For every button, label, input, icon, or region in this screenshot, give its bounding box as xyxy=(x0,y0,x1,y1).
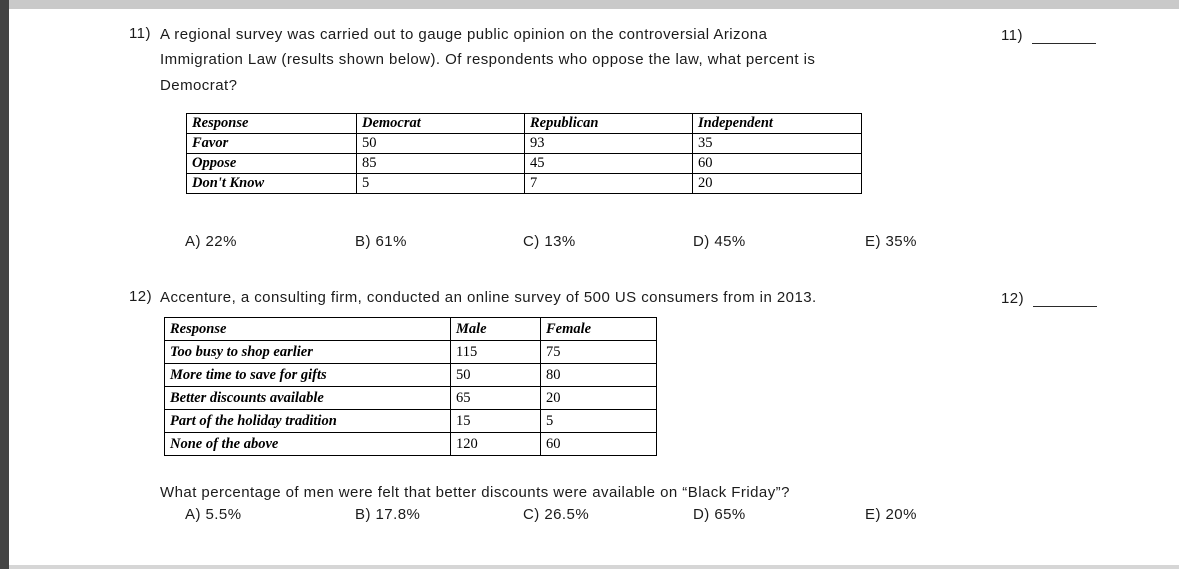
choice-11-a: A) 22% xyxy=(185,233,237,250)
question-12-table: Response Male Female Too busy to shop ea… xyxy=(164,317,657,456)
question-11-number: 11) xyxy=(129,25,151,42)
table-cell: 50 xyxy=(450,363,541,387)
question-12-followup-text: What percentage of men were felt that be… xyxy=(160,484,790,501)
table-row: Too busy to shop earlier 115 75 xyxy=(164,340,657,364)
choice-12-e: E) 20% xyxy=(865,506,917,523)
answer-blank-11 xyxy=(1031,25,1096,44)
table-cell: 20 xyxy=(692,173,862,194)
table-cell: 15 xyxy=(450,409,541,433)
question-12-text-line-1: Accenture, a consulting firm, conducted … xyxy=(160,289,817,306)
question-11-table: Response Democrat Republican Independent… xyxy=(186,113,862,194)
table-cell: 20 xyxy=(540,386,657,410)
choice-11-c: C) 13% xyxy=(523,233,576,250)
choice-11-d: D) 45% xyxy=(693,233,746,250)
choice-11-e: E) 35% xyxy=(865,233,917,250)
table-cell: 50 xyxy=(356,133,525,154)
answer-slot-11: 11) xyxy=(1001,25,1096,44)
question-11-text-line-1: A regional survey was carried out to gau… xyxy=(160,26,768,43)
table-cell: 5 xyxy=(356,173,525,194)
row-label-cell: Better discounts available xyxy=(164,386,451,410)
left-edge-strip xyxy=(0,0,9,569)
row-label-cell: Don't Know xyxy=(186,173,357,194)
table-cell: 75 xyxy=(540,340,657,364)
table-cell: 65 xyxy=(450,386,541,410)
table-cell: 120 xyxy=(450,432,541,456)
answer-slot-12: 12) xyxy=(1001,288,1098,307)
table-header-cell: Democrat xyxy=(356,113,525,134)
choice-12-c: C) 26.5% xyxy=(523,506,590,523)
table-header-cell: Response xyxy=(164,317,451,341)
row-label-cell: More time to save for gifts xyxy=(164,363,451,387)
question-11-text-line-2: Immigration Law (results shown below). O… xyxy=(160,51,816,68)
question-12-number: 12) xyxy=(129,288,153,305)
bottom-edge-bar xyxy=(0,565,1179,569)
answer-blank-12 xyxy=(1033,288,1098,307)
choice-11-b: B) 61% xyxy=(355,233,407,250)
table-header-cell: Republican xyxy=(524,113,693,134)
table-header-cell: Male xyxy=(450,317,541,341)
table-row: More time to save for gifts 50 80 xyxy=(164,363,657,387)
table-row: Response Democrat Republican Independent xyxy=(186,113,862,134)
answer-slot-11-label: 11) xyxy=(1001,27,1023,44)
table-row: Favor 50 93 35 xyxy=(186,133,862,154)
table-cell: 85 xyxy=(356,153,525,174)
table-row: Don't Know 5 7 20 xyxy=(186,173,862,194)
choice-12-a: A) 5.5% xyxy=(185,506,242,523)
answer-slot-12-label: 12) xyxy=(1001,290,1025,307)
table-cell: 60 xyxy=(692,153,862,174)
table-cell: 35 xyxy=(692,133,862,154)
table-row: Response Male Female xyxy=(164,317,657,341)
table-cell: 7 xyxy=(524,173,693,194)
choice-12-b: B) 17.8% xyxy=(355,506,421,523)
table-cell: 45 xyxy=(524,153,693,174)
table-cell: 80 xyxy=(540,363,657,387)
table-cell: 93 xyxy=(524,133,693,154)
table-cell: 115 xyxy=(450,340,541,364)
table-row: None of the above 120 60 xyxy=(164,432,657,456)
table-cell: 60 xyxy=(540,432,657,456)
choice-12-d: D) 65% xyxy=(693,506,746,523)
table-header-cell: Female xyxy=(540,317,657,341)
row-label-cell: None of the above xyxy=(164,432,451,456)
question-11-text-line-3: Democrat? xyxy=(160,77,238,94)
row-label-cell: Favor xyxy=(186,133,357,154)
table-header-cell: Response xyxy=(186,113,357,134)
row-label-cell: Part of the holiday tradition xyxy=(164,409,451,433)
row-label-cell: Oppose xyxy=(186,153,357,174)
top-edge-bar xyxy=(0,0,1179,9)
table-cell: 5 xyxy=(540,409,657,433)
table-row: Oppose 85 45 60 xyxy=(186,153,862,174)
table-row: Better discounts available 65 20 xyxy=(164,386,657,410)
table-header-cell: Independent xyxy=(692,113,862,134)
table-row: Part of the holiday tradition 15 5 xyxy=(164,409,657,433)
row-label-cell: Too busy to shop earlier xyxy=(164,340,451,364)
